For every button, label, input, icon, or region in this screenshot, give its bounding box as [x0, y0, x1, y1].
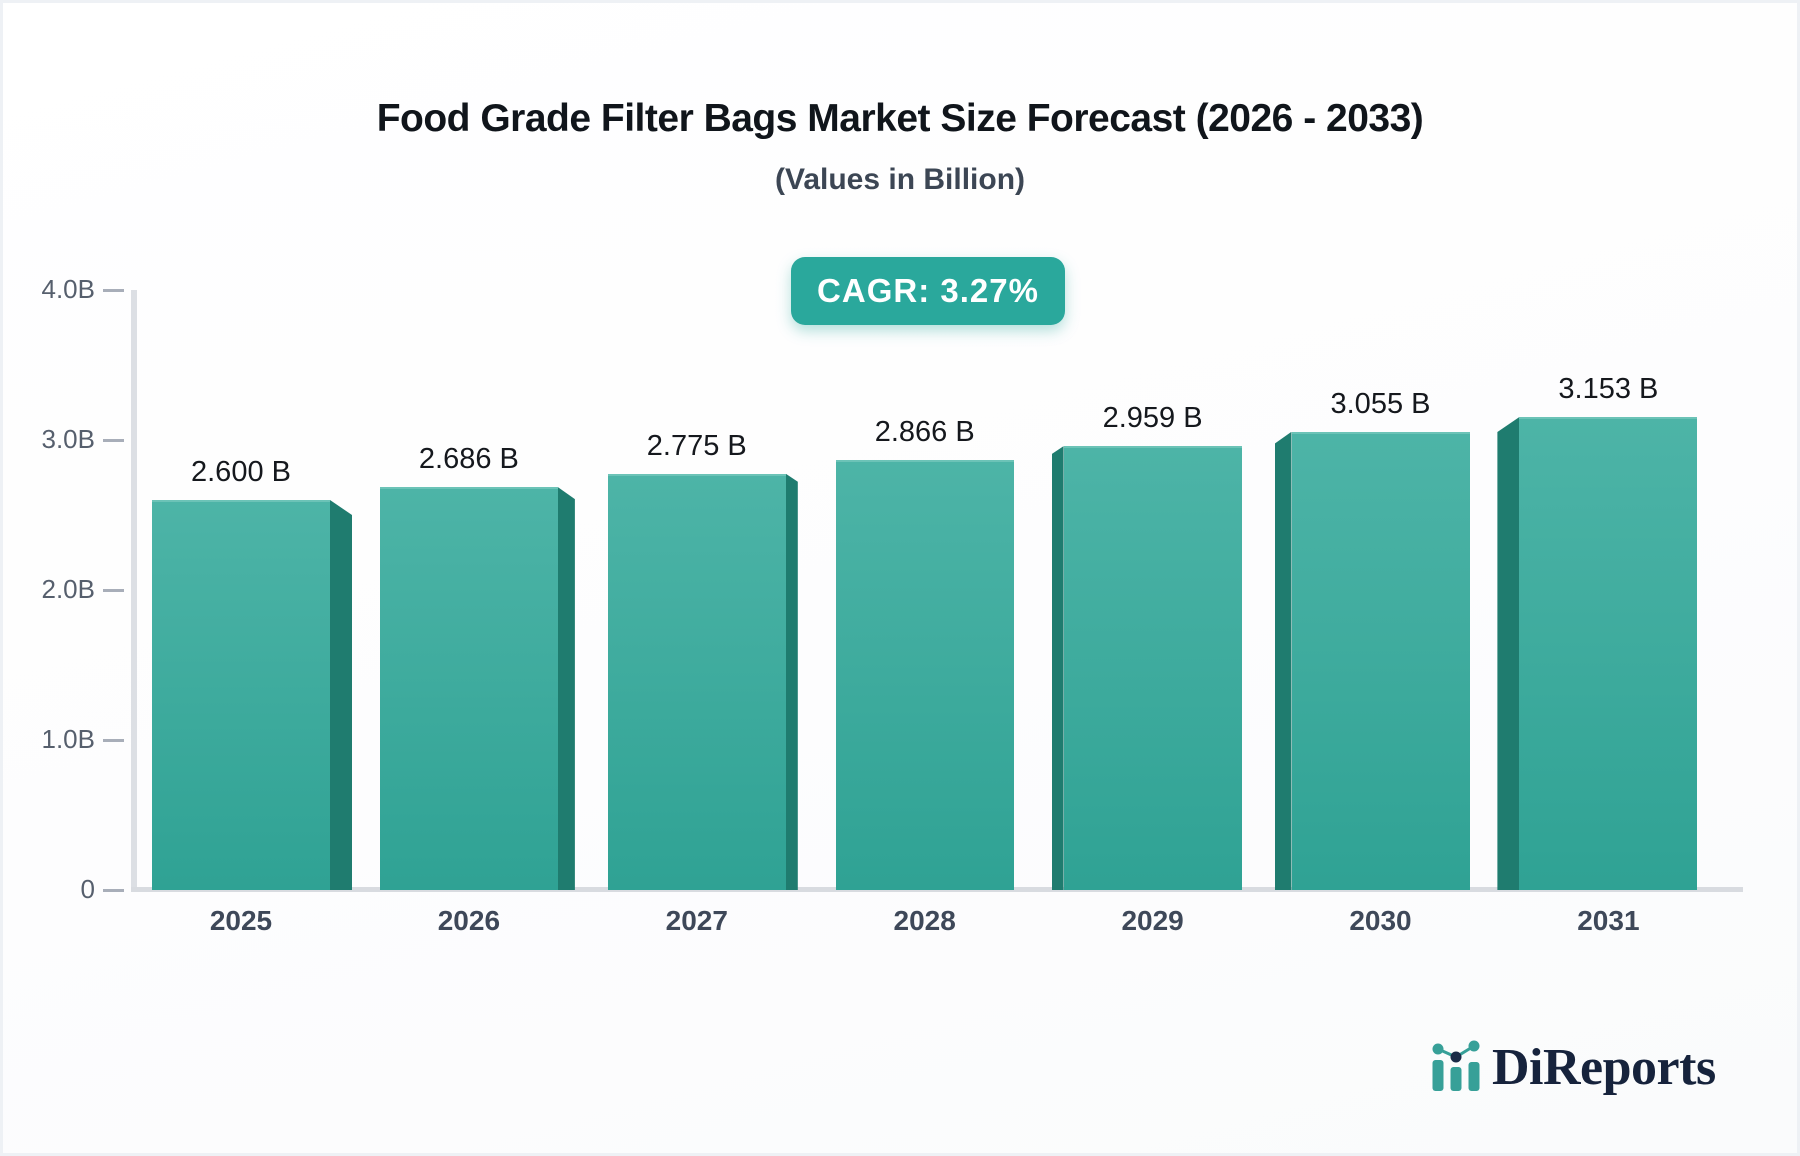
bar-3d-side — [1051, 446, 1064, 890]
y-tick-label: 0 — [80, 874, 95, 904]
bar-2026 — [379, 487, 558, 890]
x-tick-label-2025: 2025 — [209, 905, 273, 936]
bar-3d-side — [330, 500, 352, 890]
y-tick-dash — [103, 888, 124, 892]
cagr-badge-label: CAGR: 3.27% — [817, 272, 1039, 309]
bar-3d-side — [1274, 431, 1292, 890]
y-tick-dash — [103, 288, 124, 292]
bar-chart-plot-area: 4.0B 3.0B 2.0B 1.0B 0 2.600 B 2025 2.686 B 2026 2… — [3, 3, 1797, 1153]
y-tick-label: 3.0B — [41, 424, 96, 454]
x-tick-label-2026: 2026 — [437, 905, 501, 936]
y-tick-dash — [103, 438, 124, 442]
direports-logo-text: DiReports — [1492, 1039, 1716, 1096]
bar-2029 — [1063, 446, 1242, 890]
bar-value-label: 3.153 B — [1558, 373, 1659, 406]
bar-2028 — [835, 460, 1014, 890]
x-tick-label-2029: 2029 — [1121, 905, 1184, 936]
bar-3d-side — [1497, 417, 1520, 890]
bar-value-label: 2.959 B — [1102, 402, 1203, 435]
x-tick-label-2030: 2030 — [1349, 905, 1412, 936]
bar-value-label: 2.775 B — [646, 429, 747, 462]
chart-subtitle: (Values in Billion) — [774, 163, 1026, 196]
bar-value-label: 2.686 B — [418, 443, 519, 476]
bar-2031 — [1519, 417, 1698, 890]
y-tick-dash — [103, 588, 124, 592]
bar-2030 — [1291, 431, 1470, 890]
x-tick-label-2027: 2027 — [665, 905, 728, 936]
y-tick-label: 4.0B — [41, 274, 96, 304]
direports-logo: DiReports — [1429, 1036, 1716, 1094]
x-tick-label-2028: 2028 — [893, 905, 956, 936]
bar-2027 — [607, 473, 786, 890]
bar-value-label: 2.866 B — [874, 416, 975, 449]
y-tick-dash — [103, 738, 124, 742]
cagr-badge: CAGR: 3.27% — [791, 257, 1065, 325]
y-tick-label: 2.0B — [41, 574, 96, 604]
bar-3d-side — [785, 473, 798, 890]
bar-value-label: 2.600 B — [191, 456, 291, 488]
x-tick-label-2031: 2031 — [1577, 905, 1640, 936]
bar-value-label: 3.055 B — [1330, 387, 1431, 420]
bar-2025 — [152, 500, 330, 890]
bar-3d-side — [557, 487, 575, 890]
y-axis-line — [131, 290, 137, 891]
direports-logo-icon — [1432, 1040, 1480, 1091]
chart-title: Food Grade Filter Bags Market Size Forec… — [376, 97, 1424, 140]
y-tick-label: 1.0B — [41, 724, 96, 754]
